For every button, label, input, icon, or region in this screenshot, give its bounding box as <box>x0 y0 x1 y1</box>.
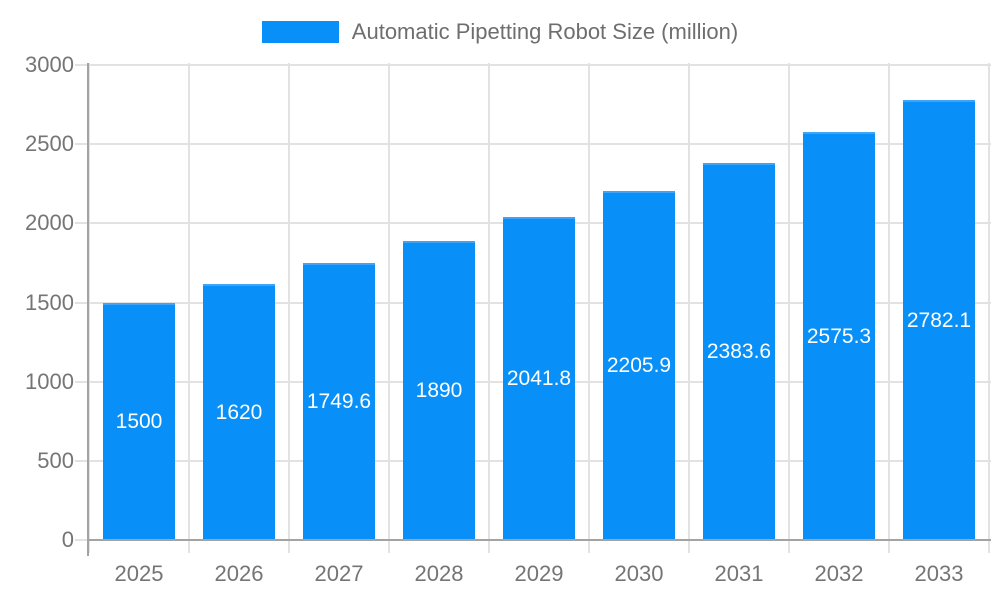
bar-value-label: 1890 <box>415 379 463 403</box>
x-tick-label: 2028 <box>414 561 464 586</box>
x-axis-line <box>87 539 991 541</box>
bar[interactable]: 2782.1 <box>903 99 975 540</box>
bar[interactable]: 2041.8 <box>503 216 575 540</box>
bar-value-label: 2575.3 <box>806 325 872 349</box>
y-tick-label: 1000 <box>25 369 74 394</box>
x-tick-label: 2032 <box>814 561 864 586</box>
h-gridline <box>75 64 991 66</box>
bar[interactable]: 2205.9 <box>603 190 675 540</box>
bar[interactable]: 1620 <box>203 283 275 540</box>
y-axis-line <box>87 63 89 556</box>
y-tick-label: 500 <box>37 448 74 473</box>
x-tick-label: 2025 <box>114 561 164 586</box>
bar[interactable]: 2575.3 <box>803 132 875 540</box>
bar[interactable]: 1890 <box>403 240 475 540</box>
v-gridline <box>588 63 590 553</box>
bar-value-label: 1620 <box>215 400 263 424</box>
x-tick-label: 2029 <box>514 561 564 586</box>
y-tick-label: 2000 <box>25 210 74 235</box>
bar-value-label: 2041.8 <box>506 367 572 391</box>
x-tick-label: 2033 <box>914 561 964 586</box>
x-tick-label: 2027 <box>314 561 364 586</box>
v-gridline <box>488 63 490 553</box>
bar-value-label: 1500 <box>115 410 163 434</box>
y-tick-label: 1500 <box>25 290 74 315</box>
x-tick-label: 2026 <box>214 561 264 586</box>
bar[interactable]: 1749.6 <box>303 262 375 540</box>
x-tick-label: 2031 <box>714 561 764 586</box>
h-gridline <box>75 143 991 145</box>
x-tick-label: 2030 <box>614 561 664 586</box>
bar-value-label: 1749.6 <box>306 390 372 414</box>
v-gridline <box>688 63 690 553</box>
v-gridline <box>788 63 790 553</box>
legend[interactable]: Automatic Pipetting Robot Size (million) <box>0 14 1000 50</box>
v-gridline <box>188 63 190 553</box>
y-tick-label: 2500 <box>25 131 74 156</box>
bar-value-label: 2205.9 <box>606 354 672 378</box>
legend-series-label: Automatic Pipetting Robot Size (million) <box>351 19 739 44</box>
bar-value-label: 2782.1 <box>906 308 972 332</box>
v-gridline <box>888 63 890 553</box>
y-tick-label: 0 <box>61 527 74 552</box>
bar[interactable]: 1500 <box>103 302 175 540</box>
bar-value-label: 2383.6 <box>706 340 772 364</box>
bar[interactable]: 2383.6 <box>703 162 775 540</box>
v-gridline <box>388 63 390 553</box>
y-tick-label: 3000 <box>25 52 74 77</box>
v-gridline <box>288 63 290 553</box>
v-gridline <box>88 63 90 553</box>
legend-swatch-icon <box>261 21 339 43</box>
v-gridline <box>988 63 990 553</box>
